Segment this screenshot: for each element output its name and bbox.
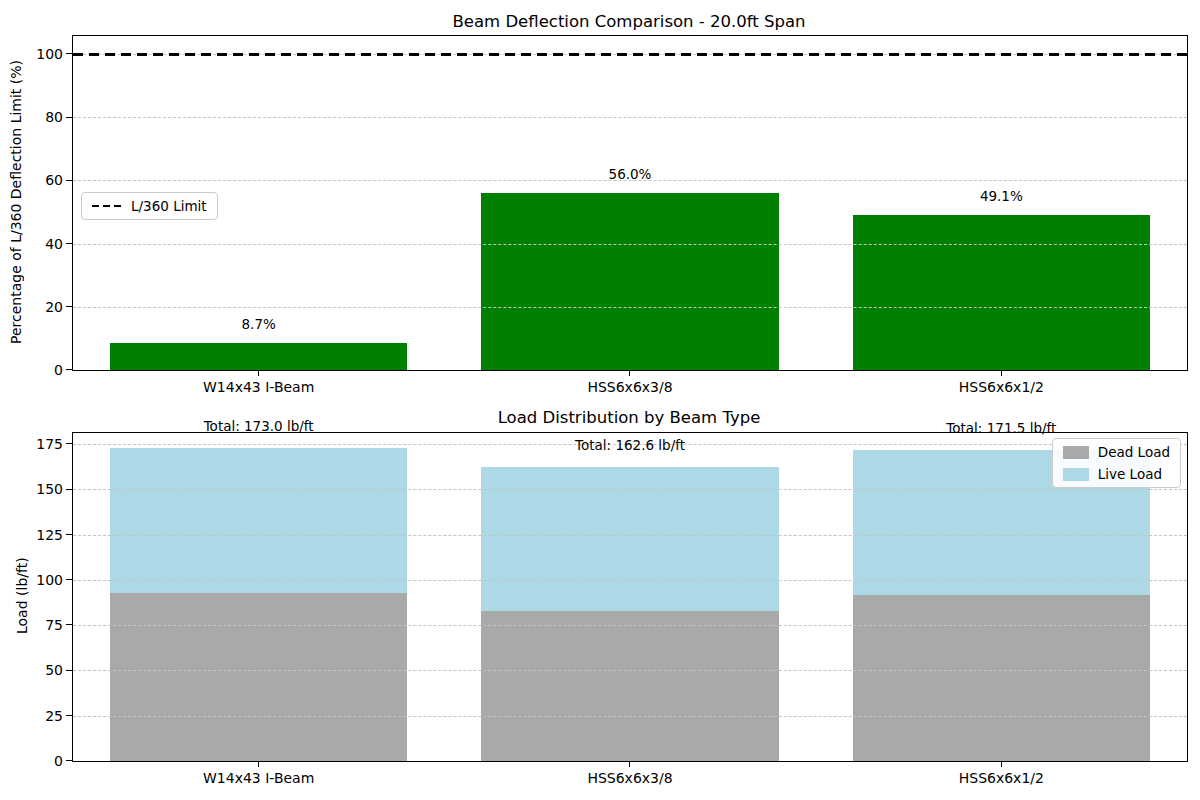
y-tick-label: 150	[7, 480, 63, 498]
legend-entry: Dead Load	[1063, 444, 1170, 460]
gridline	[73, 244, 1187, 245]
y-tick-label: 60	[7, 171, 63, 189]
gridline	[73, 489, 1187, 490]
gridline	[73, 535, 1187, 536]
legend-label: L/360 Limit	[131, 198, 207, 214]
y-tick-mark	[66, 443, 73, 444]
y-tick-mark	[66, 534, 73, 535]
dead-load-bar-segment	[853, 595, 1150, 761]
deflection-bar	[853, 215, 1150, 370]
y-tick-mark	[66, 369, 73, 370]
gridline	[73, 625, 1187, 626]
gridline	[73, 580, 1187, 581]
live-load-bar-segment	[481, 467, 778, 612]
x-tick-label: W14x43 I-Beam	[203, 379, 314, 396]
legend-label: Dead Load	[1098, 444, 1170, 460]
y-tick-mark	[66, 243, 73, 244]
load-legend: Dead Load Live Load	[1052, 438, 1181, 488]
y-tick-mark	[66, 715, 73, 716]
y-tick-mark	[66, 760, 73, 761]
y-tick-label: 125	[7, 526, 63, 544]
y-tick-mark	[66, 117, 73, 118]
gridline	[73, 117, 1187, 118]
deflection-legend: L/360 Limit	[81, 192, 218, 220]
x-tick-mark	[1001, 370, 1002, 376]
deflection-y-axis-label: Percentage of L/360 Deflection Limit (%)	[8, 35, 24, 369]
live-load-bar-segment	[110, 448, 407, 593]
y-tick-mark	[66, 489, 73, 490]
y-tick-label: 75	[7, 616, 63, 634]
y-tick-mark	[66, 624, 73, 625]
y-tick-mark	[66, 180, 73, 181]
gridline	[73, 307, 1187, 308]
y-tick-mark	[66, 53, 73, 54]
y-tick-label: 100	[7, 571, 63, 589]
gridline	[73, 716, 1187, 717]
total-label: Total: 162.6 lb/ft	[575, 437, 685, 453]
dead-load-bar-segment	[481, 611, 778, 761]
x-tick-label: W14x43 I-Beam	[203, 770, 314, 787]
deflection-bar	[110, 343, 407, 370]
y-tick-label: 175	[7, 435, 63, 453]
y-tick-label: 80	[7, 108, 63, 126]
total-label: Total: 173.0 lb/ft	[204, 418, 314, 434]
y-tick-label: 20	[7, 298, 63, 316]
bar-value-label: 49.1%	[980, 188, 1023, 204]
reference-line	[73, 53, 1187, 56]
bar-value-label: 8.7%	[242, 316, 276, 332]
y-tick-label: 0	[7, 752, 63, 770]
y-tick-mark	[66, 579, 73, 580]
dead-load-swatch-icon	[1063, 446, 1089, 459]
legend-entry: L/360 Limit	[92, 198, 207, 214]
y-tick-mark	[66, 306, 73, 307]
x-tick-label: HSS6x6x3/8	[587, 770, 672, 787]
load-plot-area: Dead Load Live Load 0255075100125150175W…	[72, 432, 1188, 762]
x-tick-mark	[1001, 761, 1002, 767]
y-tick-label: 0	[7, 361, 63, 379]
x-tick-label: HSS6x6x3/8	[587, 379, 672, 396]
deflection-chart-title: Beam Deflection Comparison - 20.0ft Span	[72, 12, 1186, 32]
deflection-plot-area: L/360 Limit 020406080100W14x43 I-BeamHSS…	[72, 35, 1188, 371]
figure: Beam Deflection Comparison - 20.0ft Span…	[0, 0, 1200, 800]
x-tick-mark	[258, 761, 259, 767]
dashed-line-icon	[92, 205, 122, 207]
x-tick-mark	[629, 761, 630, 767]
gridline	[73, 670, 1187, 671]
x-tick-label: HSS6x6x1/2	[959, 770, 1044, 787]
x-tick-mark	[629, 370, 630, 376]
dead-load-bar-segment	[110, 593, 407, 761]
x-tick-label: HSS6x6x1/2	[959, 379, 1044, 396]
legend-label: Live Load	[1098, 466, 1162, 482]
legend-entry: Live Load	[1063, 466, 1170, 482]
y-tick-mark	[66, 670, 73, 671]
deflection-bar	[481, 193, 778, 370]
y-tick-label: 40	[7, 235, 63, 253]
bar-value-label: 56.0%	[609, 166, 652, 182]
y-tick-label: 100	[7, 45, 63, 63]
y-tick-label: 25	[7, 707, 63, 725]
y-tick-label: 50	[7, 661, 63, 679]
x-tick-mark	[258, 370, 259, 376]
live-load-swatch-icon	[1063, 468, 1089, 481]
total-label: Total: 171.5 lb/ft	[946, 420, 1056, 436]
